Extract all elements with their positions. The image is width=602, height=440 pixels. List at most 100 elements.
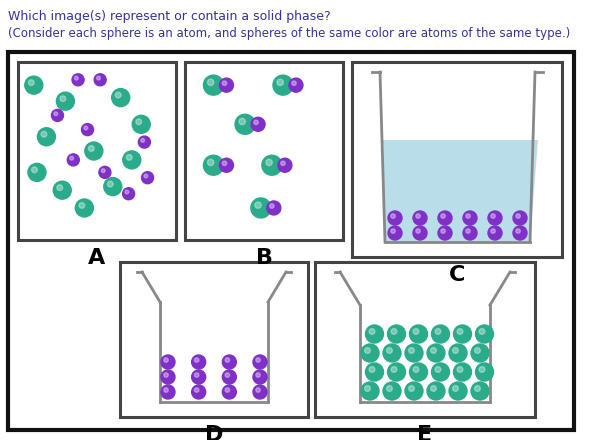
Circle shape: [94, 74, 106, 86]
Circle shape: [479, 329, 485, 334]
Circle shape: [413, 211, 427, 225]
Circle shape: [31, 167, 37, 173]
Circle shape: [222, 355, 237, 369]
Circle shape: [208, 159, 214, 165]
Circle shape: [365, 363, 383, 381]
Circle shape: [391, 367, 397, 372]
Circle shape: [194, 388, 199, 392]
Circle shape: [84, 126, 88, 130]
Circle shape: [116, 92, 121, 98]
Circle shape: [225, 388, 229, 392]
Circle shape: [88, 146, 94, 151]
Circle shape: [427, 382, 445, 400]
Circle shape: [52, 110, 63, 121]
Circle shape: [365, 348, 370, 353]
Circle shape: [409, 325, 427, 343]
Circle shape: [72, 74, 84, 86]
Circle shape: [194, 358, 199, 362]
Circle shape: [75, 76, 78, 80]
Circle shape: [222, 81, 227, 85]
Circle shape: [37, 128, 55, 146]
Circle shape: [75, 199, 93, 217]
Circle shape: [125, 190, 129, 194]
Circle shape: [463, 211, 477, 225]
Circle shape: [235, 114, 255, 134]
Circle shape: [53, 181, 71, 199]
Circle shape: [365, 385, 370, 391]
Polygon shape: [383, 140, 538, 242]
Circle shape: [222, 161, 227, 165]
Circle shape: [256, 358, 260, 362]
Circle shape: [488, 226, 502, 240]
Circle shape: [99, 166, 111, 178]
Circle shape: [28, 163, 46, 181]
Circle shape: [225, 373, 229, 377]
Circle shape: [383, 382, 401, 400]
Circle shape: [409, 348, 414, 353]
Circle shape: [278, 158, 292, 172]
Circle shape: [239, 118, 246, 125]
Circle shape: [253, 385, 267, 399]
Circle shape: [292, 81, 296, 85]
Circle shape: [107, 181, 113, 187]
Circle shape: [361, 382, 379, 400]
Circle shape: [441, 229, 445, 233]
Circle shape: [277, 79, 284, 85]
Circle shape: [251, 117, 265, 131]
Circle shape: [479, 367, 485, 372]
Circle shape: [453, 385, 458, 391]
Circle shape: [388, 325, 406, 343]
Circle shape: [457, 367, 463, 372]
Circle shape: [123, 151, 141, 169]
Circle shape: [54, 112, 58, 116]
Circle shape: [191, 385, 206, 399]
Circle shape: [432, 325, 450, 343]
Circle shape: [253, 355, 267, 369]
Circle shape: [254, 120, 258, 125]
Circle shape: [123, 188, 135, 200]
Circle shape: [136, 119, 141, 125]
Circle shape: [132, 115, 150, 133]
Circle shape: [427, 344, 445, 362]
Circle shape: [369, 329, 375, 334]
Text: E: E: [417, 425, 433, 440]
Circle shape: [369, 367, 375, 372]
Circle shape: [138, 136, 150, 148]
Text: D: D: [205, 425, 223, 440]
Circle shape: [388, 363, 406, 381]
Circle shape: [104, 178, 122, 196]
Circle shape: [266, 159, 272, 165]
Circle shape: [161, 385, 175, 399]
Circle shape: [101, 169, 105, 172]
Circle shape: [256, 388, 260, 392]
Circle shape: [273, 75, 293, 95]
Circle shape: [225, 358, 229, 362]
Circle shape: [126, 154, 132, 160]
Bar: [120, 262, 308, 417]
Text: A: A: [88, 248, 105, 268]
Circle shape: [432, 363, 450, 381]
Circle shape: [391, 229, 396, 233]
Circle shape: [405, 344, 423, 362]
Circle shape: [516, 214, 520, 218]
Text: (Consider each sphere is an atom, and spheres of the same color are atoms of the: (Consider each sphere is an atom, and sp…: [8, 27, 570, 40]
Circle shape: [386, 348, 393, 353]
Circle shape: [255, 202, 261, 209]
Circle shape: [488, 211, 502, 225]
Circle shape: [41, 132, 47, 137]
Circle shape: [449, 382, 467, 400]
Circle shape: [253, 370, 267, 384]
Circle shape: [453, 325, 471, 343]
Circle shape: [513, 226, 527, 240]
Bar: [315, 262, 535, 417]
Circle shape: [474, 348, 480, 353]
Circle shape: [474, 385, 480, 391]
Circle shape: [466, 214, 470, 218]
Circle shape: [405, 382, 423, 400]
Circle shape: [164, 358, 169, 362]
Circle shape: [161, 370, 175, 384]
Circle shape: [144, 174, 148, 178]
Circle shape: [164, 373, 169, 377]
Circle shape: [365, 325, 383, 343]
Bar: [352, 62, 562, 257]
